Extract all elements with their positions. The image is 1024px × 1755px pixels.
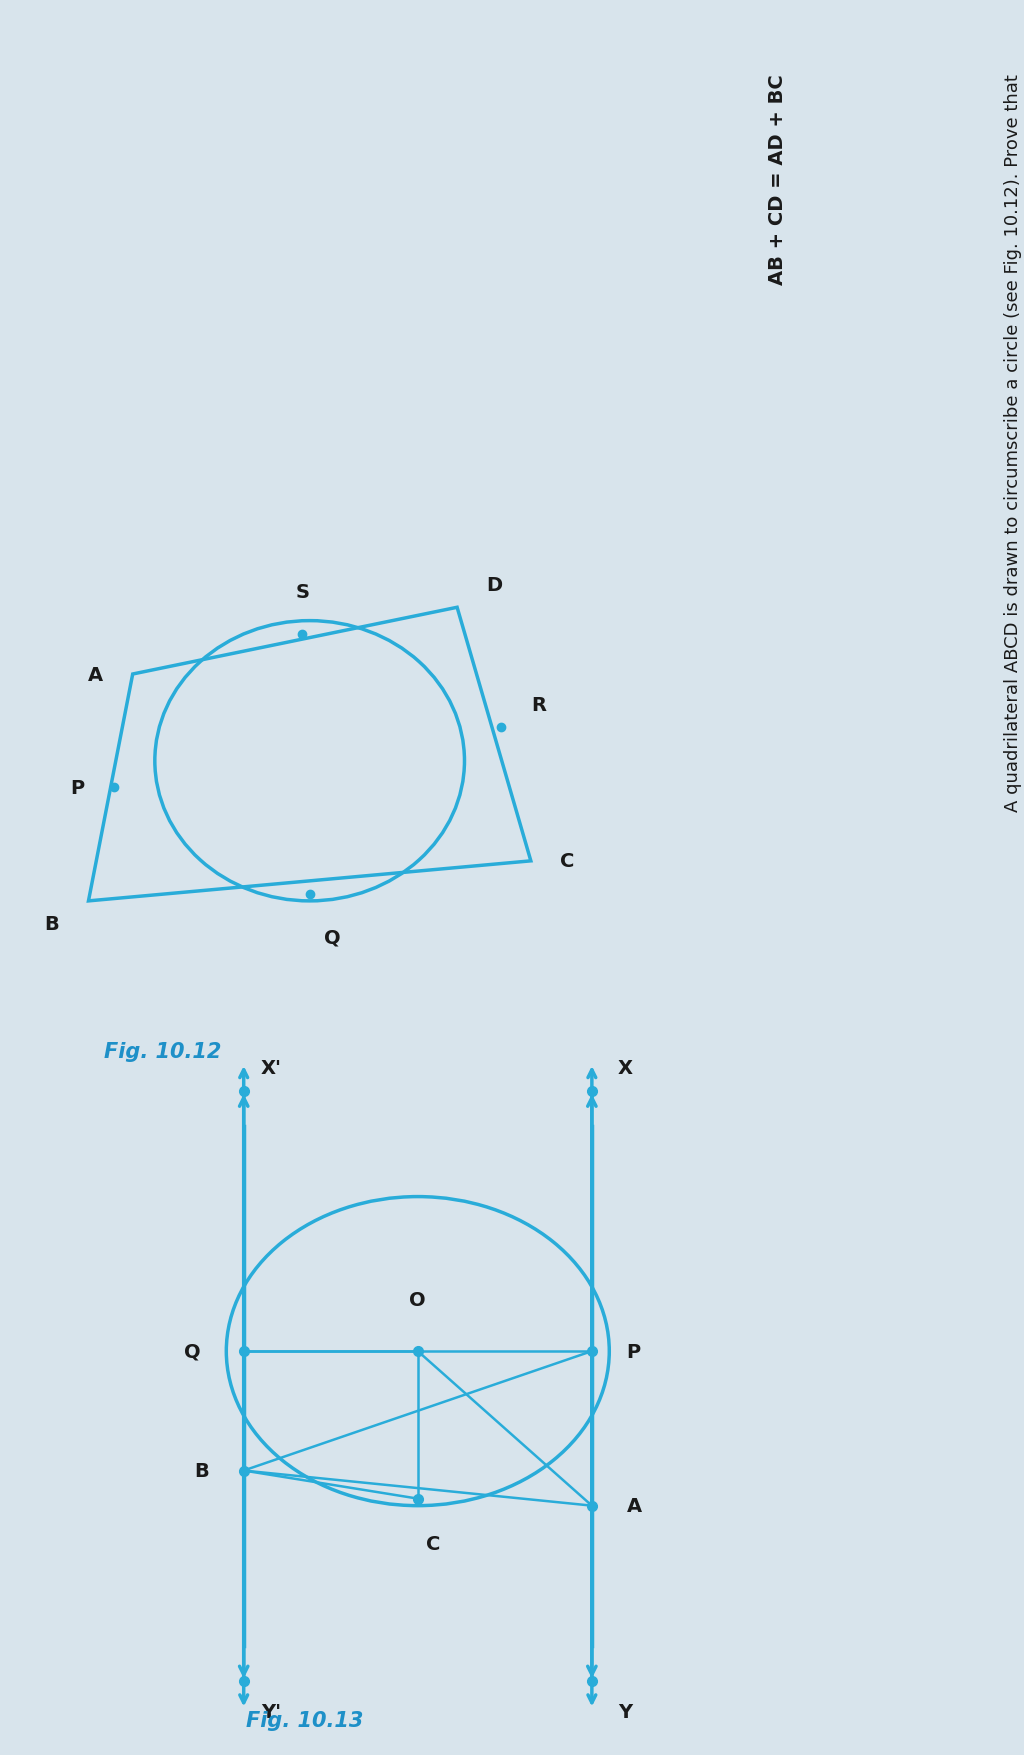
Text: Y': Y': [261, 1702, 282, 1722]
Text: A: A: [88, 665, 103, 684]
Text: S: S: [295, 583, 309, 602]
Text: Q: Q: [183, 1343, 201, 1360]
Text: A quadrilateral ABCD is drawn to circumscribe a circle (see Fig. 10.12). Prove t: A quadrilateral ABCD is drawn to circums…: [1004, 74, 1022, 811]
Text: AB + CD = AD + BC: AB + CD = AD + BC: [768, 74, 787, 284]
Text: Y: Y: [618, 1702, 632, 1722]
Text: P: P: [627, 1343, 641, 1360]
Text: Q: Q: [325, 928, 341, 948]
Text: C: C: [426, 1534, 441, 1553]
Text: P: P: [71, 779, 85, 797]
Text: R: R: [530, 695, 546, 714]
Text: X: X: [618, 1058, 633, 1078]
Text: Fig. 10.12: Fig. 10.12: [103, 1041, 221, 1062]
Text: A: A: [627, 1497, 642, 1515]
Text: D: D: [486, 576, 503, 595]
Text: X': X': [261, 1058, 283, 1078]
Text: Fig. 10.13: Fig. 10.13: [246, 1711, 364, 1730]
Text: B: B: [195, 1462, 209, 1479]
Text: C: C: [560, 851, 574, 870]
Text: B: B: [44, 914, 59, 934]
Text: O: O: [410, 1290, 426, 1309]
